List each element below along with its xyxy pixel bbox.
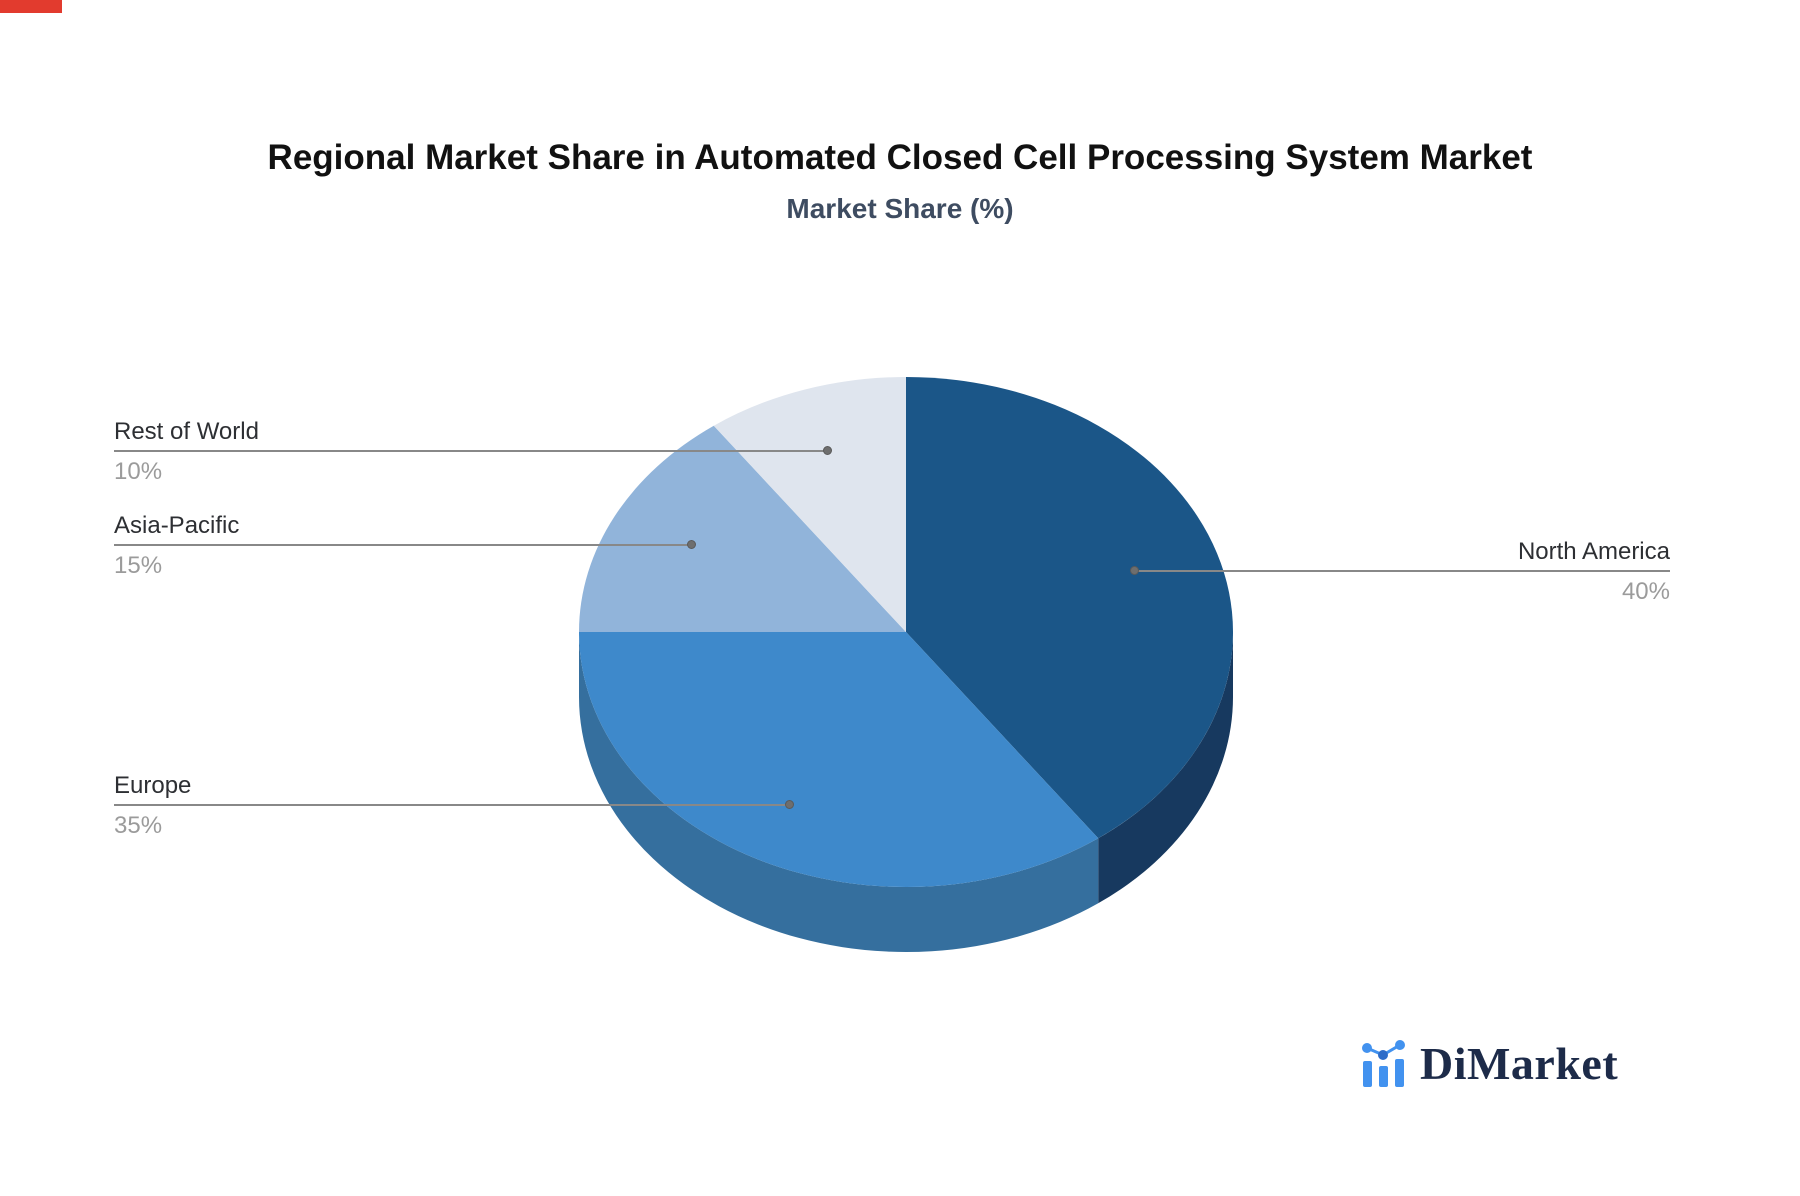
connector-dot [823, 446, 832, 455]
slice-percentage-europe: 35% [114, 812, 163, 839]
connector-line [1130, 566, 1670, 575]
pie-slice-side-north-america[interactable] [1098, 632, 1233, 904]
chart-title: Regional Market Share in Automated Close… [267, 138, 1533, 177]
brand-name: DiMarket [1420, 1038, 1619, 1089]
pie-slice-rest-of-world[interactable] [713, 377, 906, 632]
slice-label-europe: Europe [114, 772, 192, 799]
top-left-red-marker [0, 0, 62, 13]
pie-slice-asia-pacific[interactable] [579, 425, 906, 632]
connector-line [114, 800, 794, 809]
slice-label-rest-of-world: Rest of World [114, 418, 259, 445]
chart-subtitle: Market Share (%) [786, 193, 1014, 224]
pie-slice-europe[interactable] [579, 632, 1099, 887]
callout-europe: Europe 35% [114, 772, 794, 840]
connector-line [114, 446, 832, 455]
connector-dot [687, 540, 696, 549]
brand-logo: DiMarket [1362, 1038, 1618, 1090]
slice-percentage-rest-of-world: 10% [114, 458, 163, 485]
connector-dot [785, 800, 794, 809]
slice-label-asia-pacific: Asia-Pacific [114, 512, 240, 539]
callout-rest-of-world: Rest of World 10% [114, 418, 832, 486]
connector-dot [1130, 566, 1139, 575]
slice-percentage-asia-pacific: 15% [114, 552, 163, 579]
pie-slice-side-europe[interactable] [579, 632, 1099, 953]
slice-label-north-america: North America [1517, 538, 1670, 565]
connector-line [114, 540, 696, 549]
slice-percentage-north-america: 40% [1621, 578, 1670, 605]
pie-slice-north-america[interactable] [906, 377, 1234, 839]
callout-asia-pacific: Asia-Pacific 15% [114, 512, 696, 580]
bar-line-chart-icon [1362, 1040, 1405, 1087]
callout-north-america: North America 40% [1130, 538, 1670, 606]
